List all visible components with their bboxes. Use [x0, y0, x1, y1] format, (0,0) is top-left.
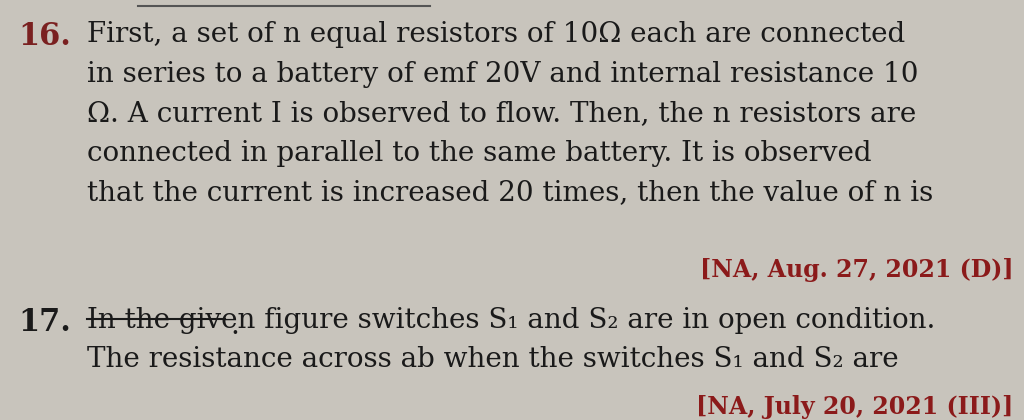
Text: 17.: 17.: [18, 307, 72, 338]
Text: .: .: [230, 313, 240, 340]
Text: First, a set of n equal resistors of 10Ω each are connected
in series to a batte: First, a set of n equal resistors of 10Ω…: [87, 21, 933, 206]
Text: [NA, July 20, 2021 (III)]: [NA, July 20, 2021 (III)]: [696, 395, 1014, 419]
Text: In the given figure switches S₁ and S₂ are in open condition.
The resistance acr: In the given figure switches S₁ and S₂ a…: [87, 307, 935, 373]
Text: 16.: 16.: [18, 21, 72, 52]
Text: [NA, Aug. 27, 2021 (D)]: [NA, Aug. 27, 2021 (D)]: [700, 258, 1014, 282]
